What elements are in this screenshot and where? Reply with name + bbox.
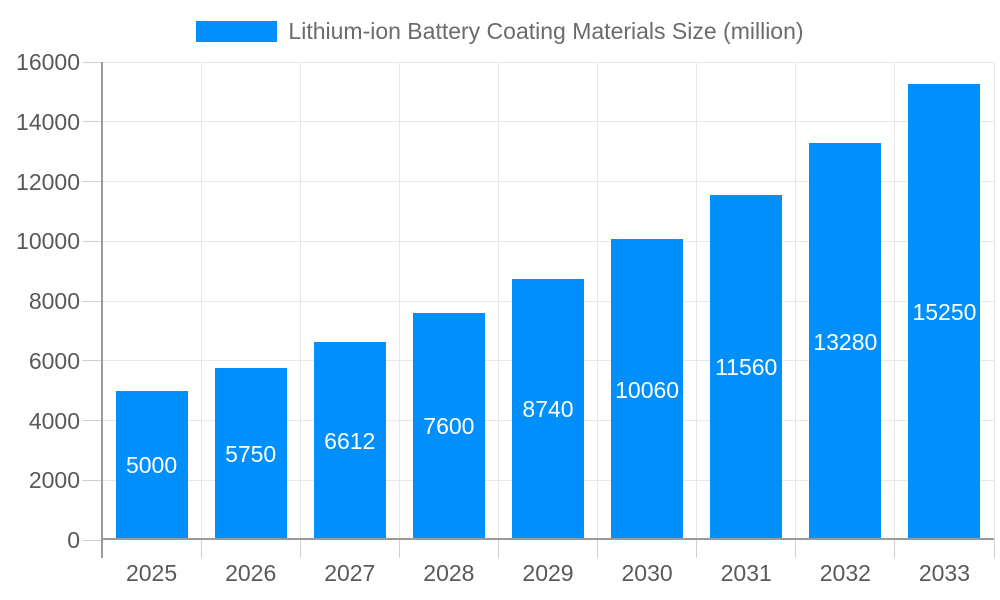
- x-axis-tick: [795, 540, 797, 558]
- y-axis-tick: [82, 539, 102, 541]
- gridline-vertical: [993, 62, 995, 540]
- gridline-horizontal: [102, 181, 994, 182]
- gridline-horizontal: [102, 121, 994, 123]
- y-axis-tick: [82, 121, 102, 123]
- bar-value-label: 5000: [125, 452, 178, 479]
- y-axis-tick-label: 4000: [28, 407, 80, 434]
- bar-2028: 7600: [412, 312, 485, 540]
- bar-value-label: 11560: [715, 354, 778, 381]
- bar-value-label: 15250: [912, 299, 977, 326]
- y-axis-tick-label: 2000: [28, 467, 80, 494]
- y-axis-tick: [82, 420, 102, 421]
- gridline-vertical: [299, 62, 301, 540]
- x-axis-tick: [497, 540, 499, 558]
- gridline-vertical: [597, 62, 599, 540]
- bar-2031: 11560: [710, 194, 783, 540]
- x-axis-tick: [200, 540, 202, 558]
- y-axis-tick-label: 0: [67, 527, 80, 553]
- y-axis-tick-label: 12000: [16, 168, 80, 195]
- x-axis-line: [102, 538, 994, 540]
- gridline-vertical: [894, 62, 896, 540]
- y-axis-tick: [82, 360, 102, 362]
- y-axis-tick: [82, 61, 102, 63]
- x-axis-tick-label: 2025: [125, 560, 178, 586]
- y-axis-tick-label: 6000: [28, 347, 80, 374]
- y-axis-tick-label: 14000: [16, 108, 80, 135]
- y-axis-tick-label: 8000: [28, 288, 80, 314]
- plot-area: 0 2000 4000 6000 8000 10000 12000 14000 16000 202…: [16, 49, 995, 586]
- x-axis-tick: [696, 540, 698, 558]
- x-axis-tick: [597, 540, 599, 558]
- legend-label: Lithium-ion Battery Coating Materials Si…: [288, 18, 804, 44]
- x-axis-tick-label: 2032: [819, 560, 871, 586]
- bar-2026: 5750: [214, 368, 287, 540]
- bar-value-label: 7600: [423, 413, 475, 440]
- y-axis-tick-label: 10000: [16, 228, 80, 255]
- x-axis-tick: [993, 540, 995, 558]
- y-axis-tick: [82, 300, 102, 302]
- gridline-horizontal: [102, 240, 994, 242]
- bar-value-label: 10060: [615, 376, 680, 403]
- gridline-vertical: [795, 62, 797, 540]
- bar-2032: 13280: [809, 143, 882, 540]
- bar-2025: 5000: [115, 390, 188, 540]
- x-axis-tick: [398, 540, 400, 558]
- chart-legend[interactable]: Lithium-ion Battery Coating Materials Si…: [0, 13, 1000, 49]
- y-axis-tick: [82, 479, 102, 481]
- gridline-vertical: [398, 62, 400, 540]
- x-axis-tick: [299, 540, 301, 558]
- bar-2027: 6612: [313, 342, 386, 540]
- x-axis-tick: [894, 540, 896, 558]
- y-axis-line: [101, 62, 103, 558]
- x-axis-tick-label: 2028: [423, 560, 475, 586]
- x-axis-tick-label: 2029: [522, 560, 574, 586]
- legend-swatch: [196, 20, 278, 42]
- gridline-horizontal: [102, 61, 994, 63]
- x-axis-tick-label: 2033: [918, 560, 971, 586]
- y-axis-tick: [82, 240, 102, 242]
- bar-value-label: 13280: [813, 328, 878, 355]
- y-axis-tick: [82, 181, 102, 182]
- gridline-vertical: [497, 62, 499, 540]
- x-axis-tick-label: 2027: [324, 560, 376, 586]
- bar-value-label: 5750: [225, 441, 277, 468]
- x-axis-tick-label: 2026: [225, 560, 277, 586]
- bar-2029: 8740: [512, 278, 584, 540]
- x-axis-tick-label: 2031: [720, 560, 772, 586]
- y-axis-tick-label: 16000: [16, 49, 80, 75]
- gridline-vertical: [696, 62, 698, 540]
- bar-2030: 10060: [611, 239, 684, 540]
- bar-value-label: 8740: [522, 396, 574, 423]
- bar-value-label: 6612: [324, 428, 376, 455]
- x-axis-tick-label: 2030: [621, 560, 673, 586]
- bar-2033: 15250: [908, 84, 981, 540]
- gridline-vertical: [200, 62, 202, 540]
